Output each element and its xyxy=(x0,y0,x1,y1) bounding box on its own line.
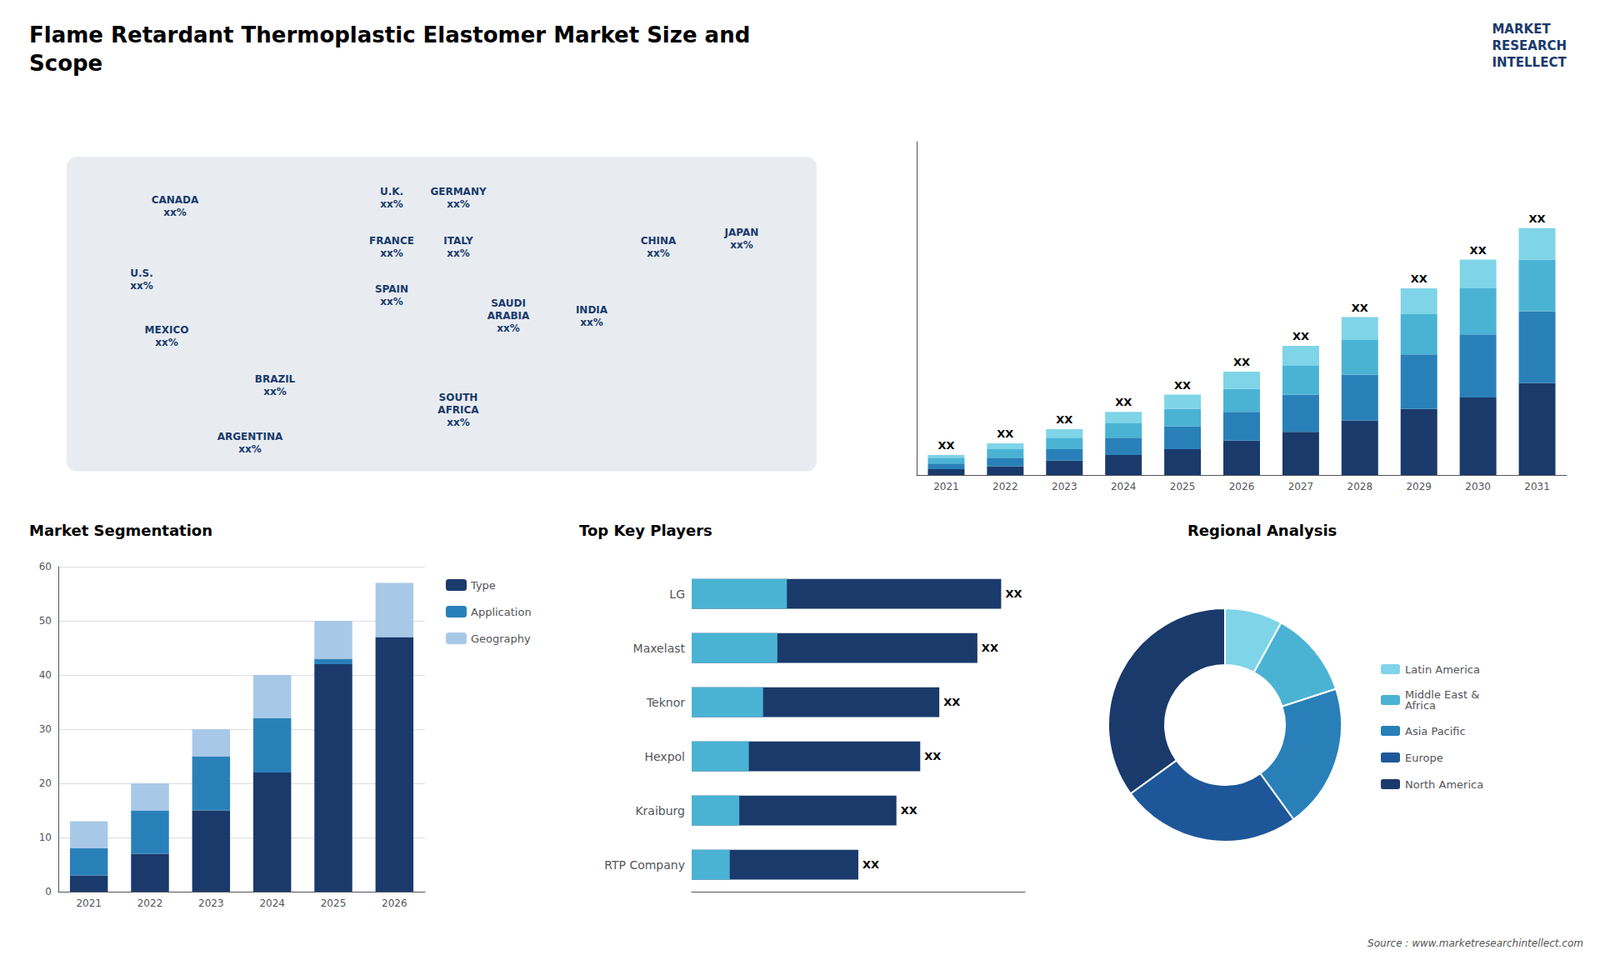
svg-text:xx%: xx% xyxy=(646,247,670,260)
svg-text:10: 10 xyxy=(39,831,52,844)
svg-text:xx%: xx% xyxy=(263,385,287,398)
svg-text:Type: Type xyxy=(470,579,496,592)
svg-text:xx%: xx% xyxy=(380,295,404,308)
svg-text:CANADA: CANADA xyxy=(151,194,200,206)
svg-text:2023: 2023 xyxy=(198,897,225,910)
svg-text:XX: XX xyxy=(1005,587,1022,600)
svg-text:INDIA: INDIA xyxy=(575,304,609,316)
svg-text:SAUDI: SAUDI xyxy=(490,297,526,310)
svg-text:Market Segmentation: Market Segmentation xyxy=(29,521,213,540)
svg-text:ITALY: ITALY xyxy=(443,235,474,247)
svg-text:SPAIN: SPAIN xyxy=(375,283,409,295)
svg-text:Flame Retardant Thermoplastic: Flame Retardant Thermoplastic Elastomer … xyxy=(29,22,750,48)
svg-text:2028: 2028 xyxy=(1347,480,1374,493)
svg-text:XX: XX xyxy=(943,695,960,709)
svg-text:U.K.: U.K. xyxy=(380,185,404,198)
svg-text:2023: 2023 xyxy=(1051,480,1078,493)
svg-text:MEXICO: MEXICO xyxy=(145,324,190,336)
svg-text:XX: XX xyxy=(1115,395,1132,409)
svg-text:xx%: xx% xyxy=(446,198,470,210)
svg-text:SOUTH: SOUTH xyxy=(439,391,479,404)
svg-text:xx%: xx% xyxy=(380,247,404,260)
svg-text:Teknor: Teknor xyxy=(645,695,685,710)
svg-text:XX: XX xyxy=(924,750,941,763)
svg-text:XX: XX xyxy=(862,858,880,871)
svg-text:2030: 2030 xyxy=(1465,480,1491,493)
svg-text:xx%: xx% xyxy=(446,247,470,260)
svg-text:Europe: Europe xyxy=(1405,751,1444,765)
svg-text:xx%: xx% xyxy=(730,239,754,251)
svg-text:RESEARCH: RESEARCH xyxy=(1491,38,1567,54)
svg-text:xx%: xx% xyxy=(380,198,404,210)
svg-text:XX: XX xyxy=(1351,301,1369,315)
svg-text:2031: 2031 xyxy=(1524,480,1550,493)
svg-text:XX: XX xyxy=(981,641,999,655)
svg-text:JAPAN: JAPAN xyxy=(724,226,760,239)
svg-text:ARABIA: ARABIA xyxy=(487,310,530,322)
svg-text:Geography: Geography xyxy=(470,632,531,645)
svg-text:Scope: Scope xyxy=(29,50,103,76)
svg-text:XX: XX xyxy=(1174,379,1191,392)
svg-text:xx%: xx% xyxy=(496,322,520,335)
svg-text:XX: XX xyxy=(1055,413,1073,426)
svg-text:2021: 2021 xyxy=(933,480,960,493)
svg-text:Middle East &: Middle East & xyxy=(1405,688,1480,701)
svg-text:Latin America: Latin America xyxy=(1405,663,1480,676)
svg-text:XX: XX xyxy=(1410,272,1428,285)
svg-text:GERMANY: GERMANY xyxy=(430,185,487,198)
svg-text:40: 40 xyxy=(39,669,52,681)
svg-text:INTELLECT: INTELLECT xyxy=(1491,55,1567,70)
svg-text:MARKET: MARKET xyxy=(1491,21,1551,37)
svg-text:Africa: Africa xyxy=(1405,699,1436,712)
svg-text:2021: 2021 xyxy=(75,897,102,910)
svg-text:xx%: xx% xyxy=(155,336,179,349)
svg-text:2022: 2022 xyxy=(137,897,164,910)
svg-text:30: 30 xyxy=(39,723,52,735)
svg-text:xx%: xx% xyxy=(163,206,187,219)
svg-text:XX: XX xyxy=(900,804,918,817)
svg-text:XX: XX xyxy=(996,427,1014,440)
svg-text:20: 20 xyxy=(39,777,52,790)
svg-text:Asia Pacific: Asia Pacific xyxy=(1405,725,1466,738)
svg-text:2029: 2029 xyxy=(1405,480,1432,493)
svg-text:50: 50 xyxy=(39,615,52,627)
svg-text:xx%: xx% xyxy=(130,280,154,292)
svg-text:0: 0 xyxy=(45,885,52,898)
svg-text:Top Key Players: Top Key Players xyxy=(579,521,713,540)
svg-text:AFRICA: AFRICA xyxy=(437,404,480,416)
svg-text:2026: 2026 xyxy=(1229,480,1255,493)
svg-text:ARGENTINA: ARGENTINA xyxy=(217,430,284,443)
svg-text:Application: Application xyxy=(470,605,532,619)
svg-text:2025: 2025 xyxy=(320,897,347,910)
svg-text:XX: XX xyxy=(1233,355,1250,369)
svg-text:FRANCE: FRANCE xyxy=(369,235,415,247)
svg-text:LG: LG xyxy=(669,587,685,601)
svg-text:XX: XX xyxy=(1292,330,1310,343)
svg-text:2024: 2024 xyxy=(1110,480,1137,493)
svg-text:2026: 2026 xyxy=(381,897,408,910)
svg-text:XX: XX xyxy=(937,439,955,452)
svg-text:2024: 2024 xyxy=(259,897,285,910)
svg-text:2027: 2027 xyxy=(1288,480,1315,493)
svg-text:North America: North America xyxy=(1405,778,1484,791)
svg-text:U.S.: U.S. xyxy=(130,267,154,280)
svg-text:Kraiburg: Kraiburg xyxy=(635,804,685,818)
svg-text:xx%: xx% xyxy=(238,443,262,455)
svg-text:xx%: xx% xyxy=(446,416,470,429)
svg-text:BRAZIL: BRAZIL xyxy=(255,373,296,385)
svg-text:Maxelast: Maxelast xyxy=(633,641,686,655)
svg-text:XX: XX xyxy=(1529,212,1546,225)
svg-text:xx%: xx% xyxy=(580,316,604,329)
svg-text:2025: 2025 xyxy=(1170,480,1196,493)
svg-text:CHINA: CHINA xyxy=(640,235,677,247)
svg-text:Source : www.marketresearchint: Source : www.marketresearchintellect.com xyxy=(1367,937,1584,950)
svg-text:60: 60 xyxy=(39,560,52,573)
svg-text:2022: 2022 xyxy=(992,480,1019,493)
svg-text:RTP Company: RTP Company xyxy=(604,858,685,872)
svg-text:Regional Analysis: Regional Analysis xyxy=(1187,521,1337,540)
svg-text:Hexpol: Hexpol xyxy=(644,750,685,764)
svg-text:XX: XX xyxy=(1470,244,1487,257)
